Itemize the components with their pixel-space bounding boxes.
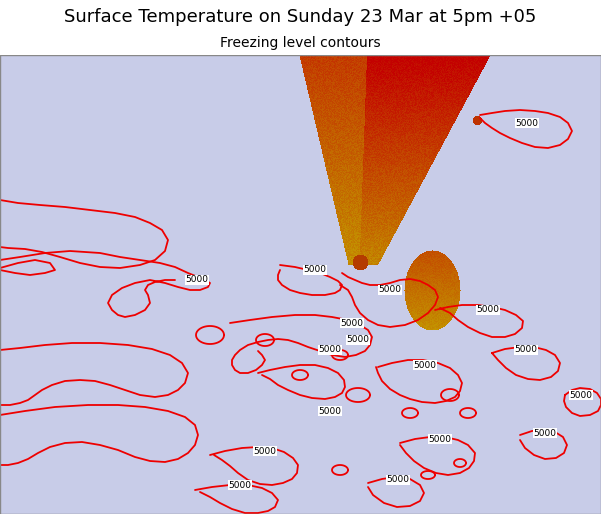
Text: 5000: 5000 xyxy=(379,285,401,295)
Text: 5000: 5000 xyxy=(534,429,557,437)
Text: 5000: 5000 xyxy=(319,407,341,415)
Text: 5000: 5000 xyxy=(186,276,209,285)
Text: 5000: 5000 xyxy=(514,345,537,355)
Text: 5000: 5000 xyxy=(341,319,364,327)
Text: Freezing level contours: Freezing level contours xyxy=(220,36,381,50)
Text: 5000: 5000 xyxy=(254,447,276,455)
Text: 5000: 5000 xyxy=(516,119,538,127)
Text: 5000: 5000 xyxy=(477,305,499,315)
Text: 5000: 5000 xyxy=(347,336,370,344)
Text: 5000: 5000 xyxy=(228,481,251,489)
Text: 5000: 5000 xyxy=(304,266,326,274)
Text: 5000: 5000 xyxy=(570,391,593,399)
Text: Surface Temperature on Sunday 23 Mar at 5pm +05: Surface Temperature on Sunday 23 Mar at … xyxy=(64,8,537,26)
Text: 5000: 5000 xyxy=(413,360,436,370)
Text: 5000: 5000 xyxy=(319,345,341,355)
Text: 5000: 5000 xyxy=(429,434,451,444)
Text: 5000: 5000 xyxy=(386,475,409,485)
